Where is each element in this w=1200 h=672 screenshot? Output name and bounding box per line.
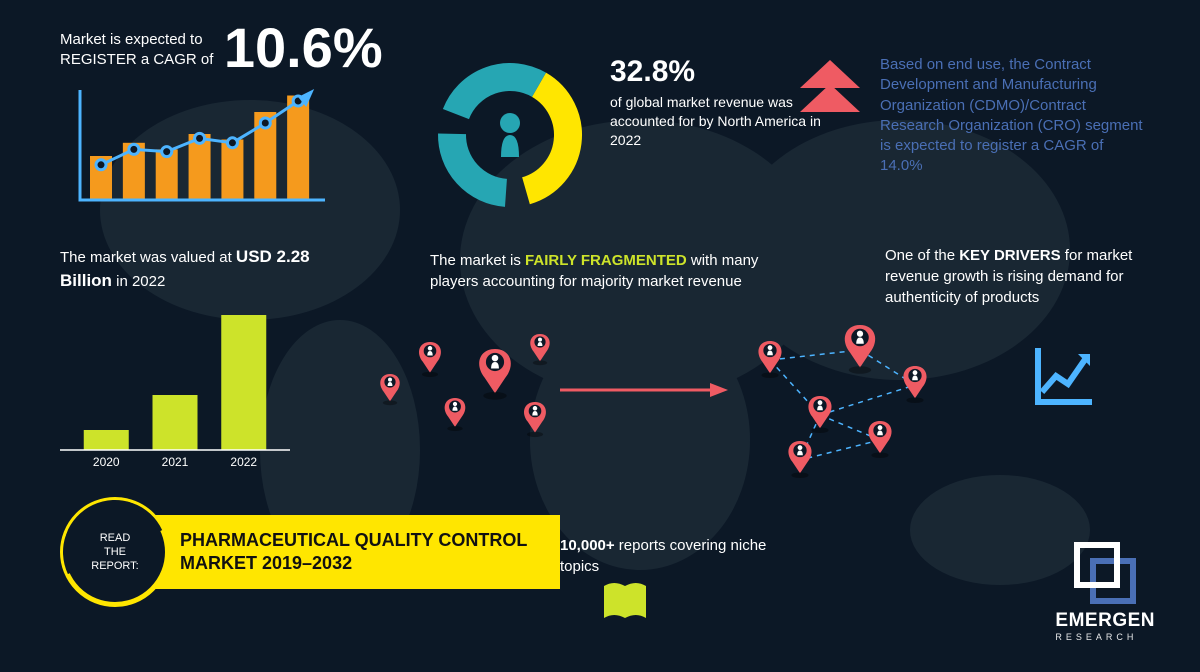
- svg-text:2020: 2020: [93, 455, 120, 469]
- report-ring-label: READ THE REPORT:: [91, 531, 138, 574]
- valued-post: in 2022: [112, 273, 165, 290]
- valued-pre: The market was valued at: [60, 249, 232, 266]
- valued-bar-chart: 2020 2021 2022: [60, 300, 290, 470]
- report-banner: READ THE REPORT: PHARMACEUTICAL QUALITY …: [60, 497, 560, 607]
- fragmented-text: The market is FAIRLY FRAGMENTED with man…: [430, 250, 790, 292]
- fragmentation-graphic: [360, 320, 940, 480]
- report-ring: READ THE REPORT:: [60, 497, 170, 607]
- report-title: PHARMACEUTICAL QUALITY CONTROL MARKET 20…: [140, 515, 560, 590]
- cagr-value: 10.6%: [224, 20, 383, 76]
- double-arrow-icon: [795, 60, 865, 135]
- logo-icon: [1074, 542, 1136, 604]
- book-icon: [600, 578, 650, 622]
- drivers-text: One of the KEY DRIVERS for market revenu…: [885, 245, 1145, 308]
- drivers-hl: KEY DRIVERS: [959, 247, 1060, 264]
- svg-text:2022: 2022: [230, 455, 257, 469]
- logo-name: EMERGEN: [1055, 610, 1155, 632]
- drivers-pre: One of the: [885, 247, 959, 264]
- emergen-logo: EMERGEN RESEARCH: [1055, 542, 1155, 642]
- enduse-text: Based on end use, the Contract Developme…: [880, 55, 1145, 177]
- cagr-block: Market is expected to REGISTER a CAGR of…: [60, 20, 400, 76]
- frag-pre: The market is: [430, 252, 525, 269]
- cagr-lead-text: Market is expected to REGISTER a CAGR of: [60, 30, 213, 69]
- reports-count: 10,000+ reports covering niche topics: [560, 535, 800, 577]
- trend-up-icon: [1030, 340, 1100, 410]
- frag-hl: FAIRLY FRAGMENTED: [525, 252, 687, 269]
- donut-chart: [430, 55, 590, 215]
- valued-text: The market was valued at USD 2.28 Billio…: [60, 245, 320, 293]
- logo-sub: RESEARCH: [1055, 632, 1155, 642]
- svg-text:2021: 2021: [162, 455, 189, 469]
- reports-count-bold: 10,000+: [560, 537, 615, 554]
- barline-chart: [70, 80, 330, 210]
